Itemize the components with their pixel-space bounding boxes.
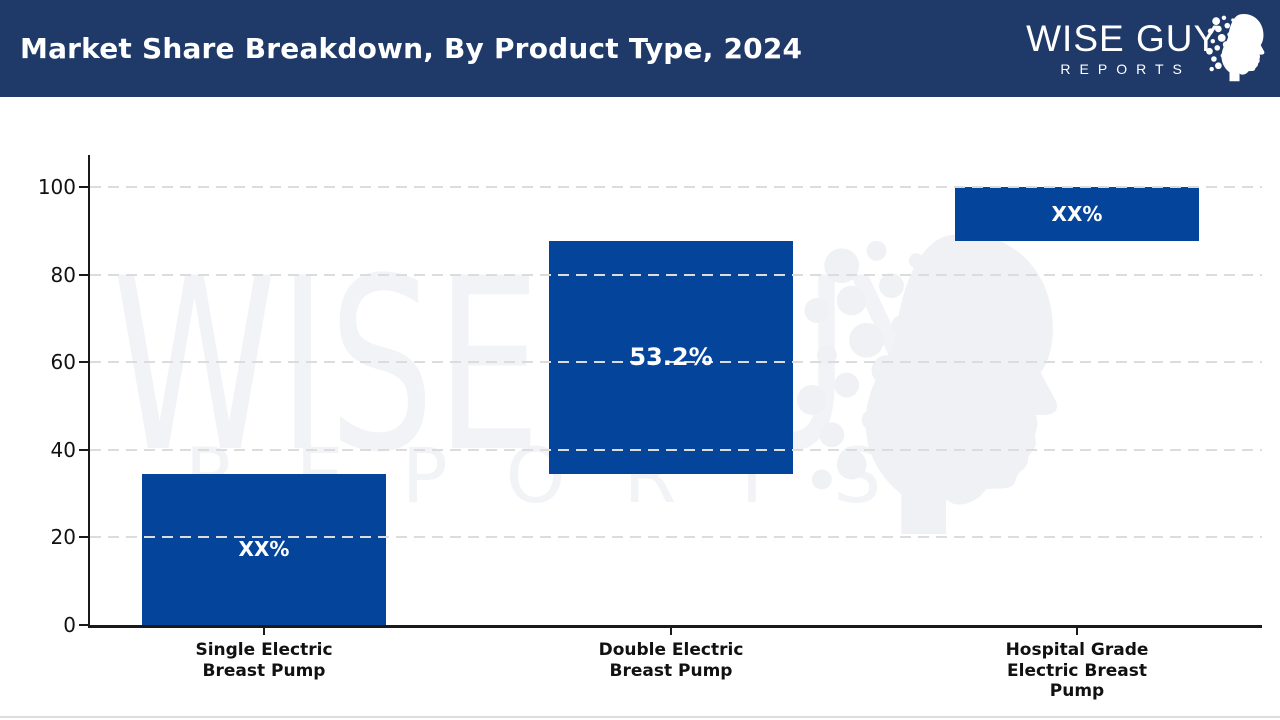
y-tick-label: 20 (50, 525, 76, 550)
y-tick-label: 100 (37, 175, 76, 199)
y-axis-line (88, 155, 90, 627)
chart-title: Market Share Breakdown, By Product Type,… (20, 32, 803, 65)
y-tick-label: 0 (63, 613, 76, 637)
y-axis-tick (79, 273, 88, 276)
logo-face-icon (1206, 13, 1265, 81)
bottom-divider (0, 716, 1280, 718)
gridline (90, 273, 1262, 276)
y-axis-tick (79, 186, 88, 188)
bar-1 (142, 473, 386, 625)
gridline (90, 186, 1262, 188)
header-banner: Market Share Breakdown, By Product Type,… (0, 0, 1280, 97)
gridline (90, 536, 1262, 539)
gridline (90, 361, 1262, 364)
wise-guy-reports-logo: WISE GUY REPORTS (1026, 2, 1272, 95)
category-label: Hospital Grade Electric Breast Pump (1005, 640, 1149, 702)
y-axis-tick (79, 361, 88, 364)
y-axis-tick (79, 448, 88, 451)
x-axis-tick (1076, 627, 1078, 635)
category-label: Single Electric Breast Pump (195, 640, 333, 681)
y-tick-label: 40 (50, 437, 76, 462)
x-axis-line (88, 625, 1262, 628)
category-label: Double Electric Breast Pump (598, 640, 744, 681)
bar-value-label: 53.2% (629, 343, 713, 372)
logo-reports-text: REPORTS (1060, 61, 1191, 77)
logo-wordmark: WISE GUY (1026, 18, 1220, 59)
bar-2 (549, 240, 793, 474)
x-axis-tick (670, 627, 672, 635)
y-axis-tick (79, 624, 88, 626)
logo-text: WISE GUY REPORTS (1026, 20, 1219, 77)
bar-3 (955, 187, 1199, 241)
y-axis-tick (79, 536, 88, 539)
bar-value-label: XX% (238, 537, 290, 562)
bar-value-label: XX% (1051, 201, 1103, 226)
x-axis-tick (263, 627, 265, 635)
gridline (90, 448, 1262, 451)
y-tick-label: 80 (50, 262, 76, 287)
y-tick-label: 60 (50, 350, 76, 375)
